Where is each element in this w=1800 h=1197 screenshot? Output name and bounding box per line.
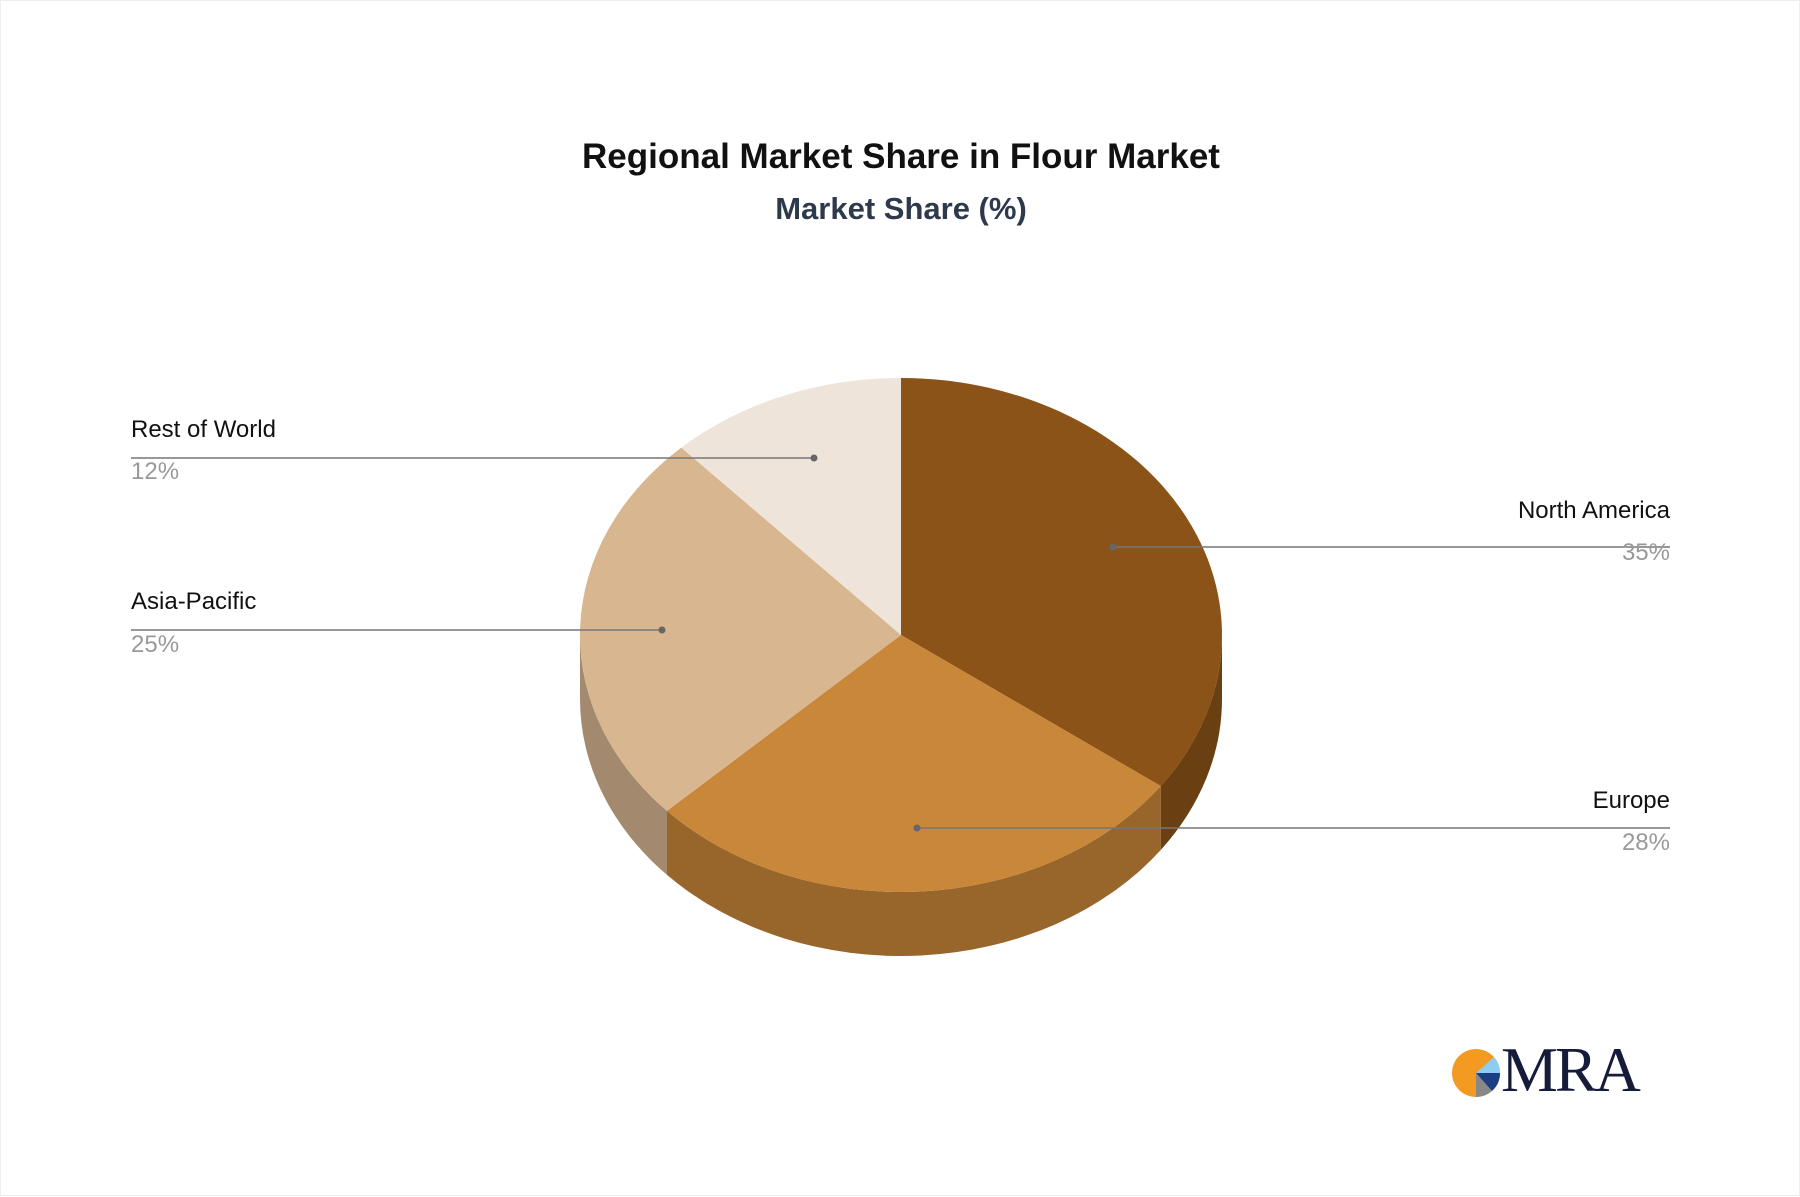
logo-text: MRA	[1501, 1034, 1641, 1105]
callout-dot	[658, 626, 666, 634]
pie-side-2	[580, 635, 668, 875]
slice-value-label: 25%	[131, 631, 179, 658]
mra-logo: MRA	[1449, 1034, 1649, 1105]
pie-slice-north-america[interactable]	[901, 378, 1222, 787]
pie-side-0	[1160, 635, 1222, 851]
slice-label: Rest of World	[131, 416, 276, 443]
pie-side-1	[667, 786, 1161, 956]
chart-title: Regional Market Share in Flour Market	[582, 137, 1220, 176]
callout-dot	[810, 454, 818, 462]
slice-label: Asia-Pacific	[131, 588, 256, 615]
slice-value-label: 35%	[1622, 539, 1670, 566]
logo-pie-icon	[1452, 1049, 1501, 1098]
slice-value-label: 12%	[131, 458, 179, 485]
slice-label: Europe	[1593, 787, 1670, 814]
slice-label: North America	[1518, 497, 1671, 524]
slice-value-label: 28%	[1622, 829, 1670, 856]
pie-slice-rest-of-world[interactable]	[681, 378, 901, 635]
pie-slice-asia-pacific[interactable]	[580, 447, 901, 811]
chart-subtitle: Market Share (%)	[775, 191, 1027, 226]
callout-dot	[913, 824, 921, 832]
callout-dot	[1109, 543, 1117, 551]
